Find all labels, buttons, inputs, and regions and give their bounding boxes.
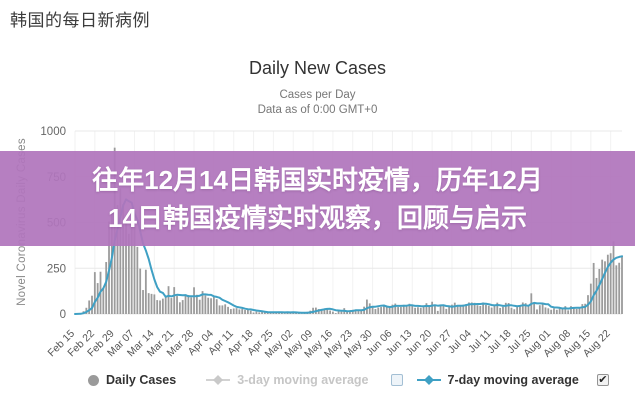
chart-subtitle-cases-per-day: Cases per Day	[279, 89, 356, 101]
3day-ma-marker-icon	[206, 375, 231, 385]
7day-ma-checkbox[interactable]: ✔	[596, 373, 609, 386]
overlay-text-line2: 14日韩国疫情实时观察，回顾与启示	[108, 202, 527, 233]
legend-item-3day-ma[interactable]: 3-day moving average	[206, 373, 369, 387]
daily-cases-dot-icon	[88, 374, 99, 386]
3day-ma-checkbox[interactable]	[390, 374, 403, 386]
svg-text:250: 250	[47, 263, 66, 275]
page-title: 韩国的每日新病例	[10, 11, 150, 30]
overlay-text-line1: 往年12月14日韩国实时疫情，历年12月	[92, 164, 543, 195]
legend-label-daily-cases: Daily Cases	[106, 373, 177, 387]
overlay-banner: 往年12月14日韩国实时疫情，历年12月 14日韩国疫情实时观察，回顾与启示	[0, 151, 635, 246]
svg-text:1000: 1000	[40, 126, 66, 138]
7day-ma-marker-icon	[416, 375, 441, 385]
legend-item-7day-ma[interactable]: 7-day moving average	[416, 373, 579, 387]
legend-label-3day-ma: 3-day moving average	[237, 373, 369, 387]
legend-item-daily-cases[interactable]: Daily Cases	[88, 373, 176, 387]
chart-legend: Daily Cases 3-day moving average 7-day m…	[88, 368, 609, 392]
chart-title: Daily New Cases	[248, 58, 387, 78]
svg-text:0: 0	[60, 309, 66, 321]
legend-label-7day-ma: 7-day moving average	[447, 373, 579, 387]
chart-subtitle-data-asof: Data as of 0:00 GMT+0	[257, 104, 378, 116]
